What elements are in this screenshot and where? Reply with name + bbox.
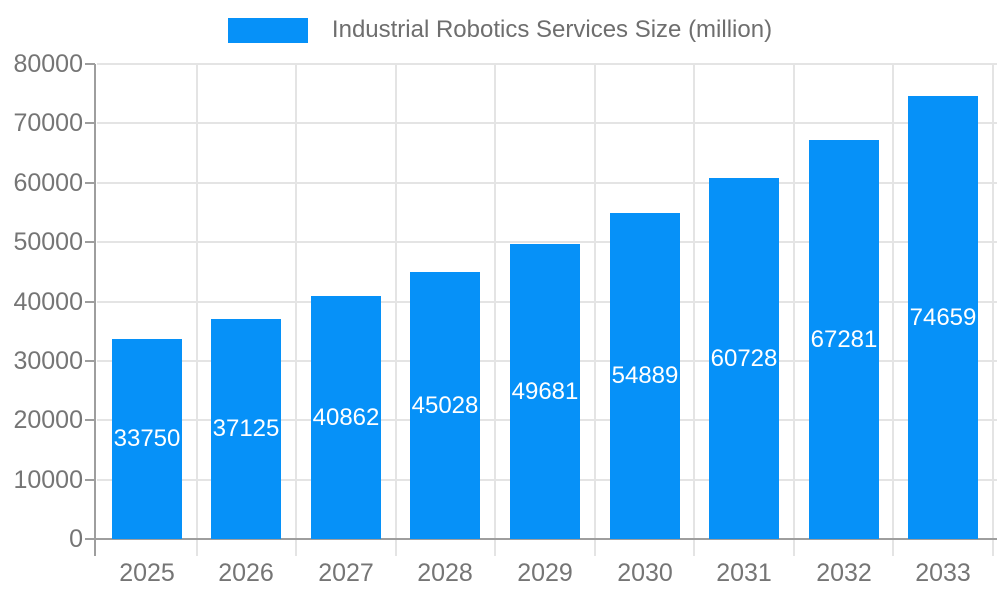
y-axis-line	[94, 64, 96, 556]
y-axis-label-20000: 20000	[13, 406, 83, 434]
y-tick	[85, 241, 95, 243]
v-gridline	[892, 64, 894, 556]
bar-2032[interactable]: 67281	[809, 140, 879, 539]
bar-value-label: 33750	[113, 425, 181, 452]
y-axis-label-70000: 70000	[13, 109, 83, 137]
x-axis-line	[85, 538, 997, 540]
v-gridline	[494, 64, 496, 556]
bar-value-label: 67281	[810, 325, 878, 353]
x-axis-label-2026: 2026	[218, 559, 274, 587]
y-tick	[85, 63, 95, 65]
bar-2030[interactable]: 54889	[610, 213, 680, 539]
v-gridline	[992, 64, 994, 556]
x-axis-label-2032: 2032	[816, 559, 872, 587]
y-tick	[85, 479, 95, 481]
y-axis-label-0: 0	[69, 525, 83, 553]
y-axis-label-10000: 10000	[13, 466, 83, 494]
v-gridline	[693, 64, 695, 556]
v-gridline	[295, 64, 297, 556]
bar-value-label: 74659	[909, 303, 977, 331]
y-axis-label-50000: 50000	[13, 228, 83, 256]
x-axis-label-2030: 2030	[617, 559, 673, 587]
x-axis-label-2025: 2025	[119, 559, 175, 587]
y-axis-label-30000: 30000	[13, 347, 83, 375]
chart-legend[interactable]: Industrial Robotics Services Size (milli…	[0, 16, 1000, 43]
y-tick	[85, 122, 95, 124]
bar-2029[interactable]: 49681	[510, 244, 580, 539]
bar-value-label: 45028	[411, 391, 479, 419]
h-gridline	[97, 63, 997, 65]
h-gridline	[97, 241, 997, 243]
y-tick	[85, 182, 95, 184]
y-axis-label-60000: 60000	[13, 169, 83, 197]
legend-swatch-icon	[227, 17, 308, 43]
bar-2028[interactable]: 45028	[410, 272, 480, 539]
bar-2026[interactable]: 37125	[211, 319, 281, 539]
x-axis-label-2028: 2028	[417, 559, 473, 587]
bar-value-label: 37125	[212, 415, 280, 442]
h-gridline	[97, 122, 997, 124]
y-axis-label-40000: 40000	[13, 288, 83, 316]
bar-value-label: 49681	[511, 377, 579, 405]
x-axis-label-2027: 2027	[318, 559, 374, 587]
v-gridline	[594, 64, 596, 556]
y-tick	[85, 419, 95, 421]
y-axis-label-80000: 80000	[13, 50, 83, 78]
v-gridline	[395, 64, 397, 556]
y-tick	[85, 301, 95, 303]
bar-value-label: 40862	[312, 403, 380, 431]
bar-2027[interactable]: 40862	[311, 296, 381, 539]
v-gridline	[196, 64, 198, 556]
y-tick	[85, 360, 95, 362]
bar-2033[interactable]: 74659	[908, 96, 978, 539]
x-axis-label-2029: 2029	[517, 559, 573, 587]
bar-value-label: 60728	[710, 344, 778, 372]
h-gridline	[97, 182, 997, 184]
legend-label: Industrial Robotics Services Size (milli…	[331, 16, 773, 43]
bar-2025[interactable]: 33750	[112, 339, 182, 539]
bar-2031[interactable]: 60728	[709, 178, 779, 539]
v-gridline	[793, 64, 795, 556]
x-axis-label-2031: 2031	[716, 559, 772, 587]
bar-value-label: 54889	[611, 362, 679, 389]
x-axis-label-2033: 2033	[915, 559, 971, 587]
